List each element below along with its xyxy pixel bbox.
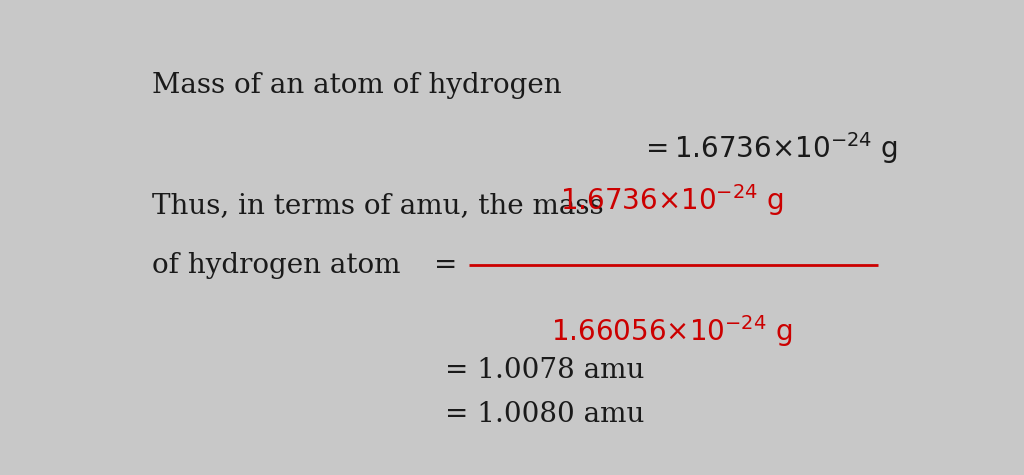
Text: $1.6736{\times}10^{-24}\ \mathrm{g}$: $1.6736{\times}10^{-24}\ \mathrm{g}$ [560,182,783,218]
Text: =: = [434,252,457,279]
Text: $= 1.6736{\times}10^{-24}\ \mathrm{g}$: $= 1.6736{\times}10^{-24}\ \mathrm{g}$ [640,130,898,166]
Text: Thus, in terms of amu, the mass: Thus, in terms of amu, the mass [152,192,603,219]
Text: = 1.0078 amu: = 1.0078 amu [445,357,645,384]
Text: of hydrogen atom: of hydrogen atom [152,252,400,279]
Text: $1.66056{\times}10^{-24}\ \mathrm{g}$: $1.66056{\times}10^{-24}\ \mathrm{g}$ [551,313,793,349]
Text: = 1.0080 amu: = 1.0080 amu [445,401,645,428]
Text: Mass of an atom of hydrogen: Mass of an atom of hydrogen [152,72,561,99]
